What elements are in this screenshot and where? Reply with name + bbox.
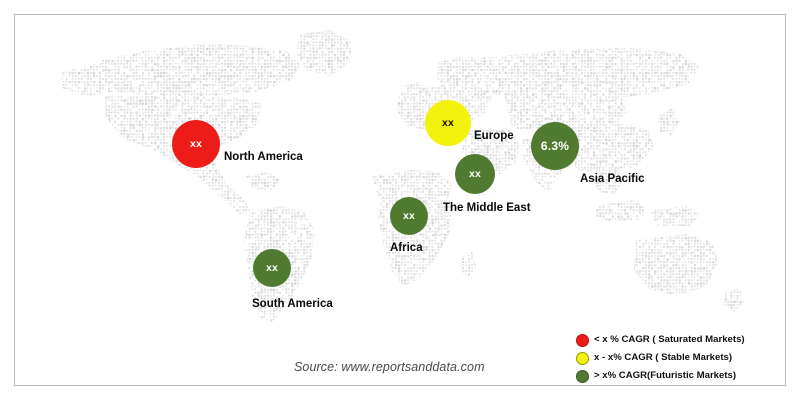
region-bubble-circle[interactable]: 6.3% bbox=[531, 122, 579, 170]
region-label: Europe bbox=[474, 130, 514, 142]
region-value: xx bbox=[189, 137, 203, 150]
legend-item[interactable]: x - x% CAGR ( Stable Markets) bbox=[576, 350, 776, 366]
region-bubble-circle[interactable]: xx bbox=[253, 249, 291, 287]
region-label: North America bbox=[224, 151, 303, 163]
legend-color-dot bbox=[576, 351, 589, 365]
region-value: 6.3% bbox=[540, 139, 570, 153]
legend-color-dot bbox=[576, 369, 589, 383]
region-value: xx bbox=[265, 261, 279, 274]
region-label: Asia Pacific bbox=[580, 173, 645, 185]
region-value: xx bbox=[468, 167, 482, 180]
legend-label: < x % CAGR ( Saturated Markets) bbox=[594, 334, 745, 346]
legend-label: x - x% CAGR ( Stable Markets) bbox=[594, 352, 733, 364]
region-bubble-circle[interactable]: xx bbox=[390, 197, 428, 235]
legend-color-dot bbox=[576, 333, 589, 347]
region-bubble-circle[interactable]: xx bbox=[425, 100, 471, 146]
legend-item[interactable]: > x% CAGR(Futuristic Markets) bbox=[576, 368, 776, 384]
region-bubble-circle[interactable]: xx bbox=[172, 120, 220, 168]
legend-item[interactable]: < x % CAGR ( Saturated Markets) bbox=[576, 332, 776, 348]
region-bubble-circle[interactable]: xx bbox=[455, 154, 495, 194]
region-label: Africa bbox=[390, 242, 423, 254]
region-label: South America bbox=[252, 298, 333, 310]
legend-label: > x% CAGR(Futuristic Markets) bbox=[594, 370, 737, 382]
legend: < x % CAGR ( Saturated Markets) x - x% CA… bbox=[566, 328, 776, 384]
region-value: xx bbox=[402, 209, 416, 222]
source-note: Source: www.reportsanddata.com bbox=[294, 360, 485, 374]
region-value: xx bbox=[441, 116, 455, 129]
region-label: The Middle East bbox=[443, 202, 531, 214]
